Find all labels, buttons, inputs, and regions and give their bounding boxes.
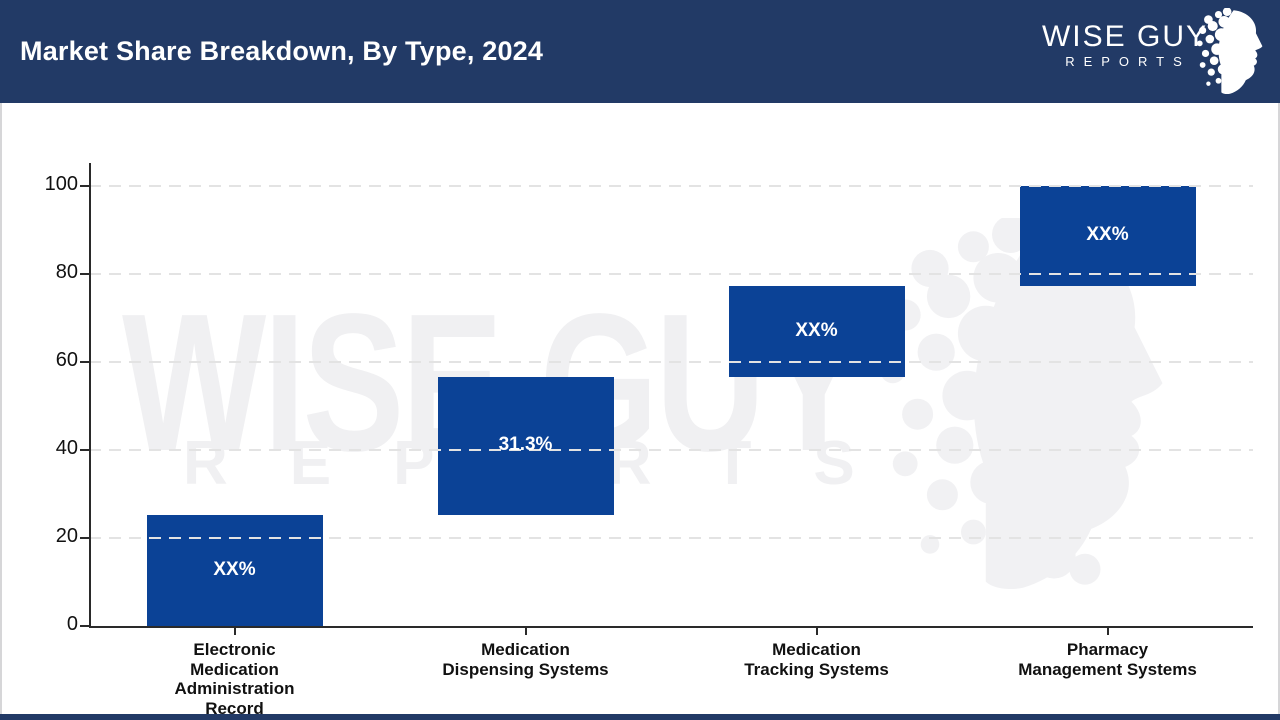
x-category-label-line: Administration <box>174 679 295 698</box>
logo-text: WISE GUY REPORTS <box>1041 20 1208 70</box>
y-tick-mark-20 <box>80 537 89 539</box>
x-axis-line <box>89 626 1253 628</box>
x-tick-mark <box>524 628 527 635</box>
y-tick-label-100: 100 <box>44 173 78 195</box>
x-category-label-line: Dispensing Systems <box>442 659 609 679</box>
logo-reports-text: REPORTS <box>1065 54 1191 69</box>
x-category-label-line: Electronic <box>193 640 276 659</box>
y-tick-label-60: 60 <box>55 349 78 371</box>
x-category-label-line: Record <box>205 698 264 718</box>
x-category-label-line: Medication <box>772 640 861 659</box>
x-tick-mark <box>815 628 818 635</box>
y-tick-mark-60 <box>80 361 89 363</box>
y-tick-label-80: 80 <box>55 261 78 283</box>
bar-segment <box>146 515 323 626</box>
header: Market Share Breakdown, By Type, 2024 WI… <box>0 0 1280 103</box>
logo-face-icon <box>1196 8 1263 95</box>
y-axis-line <box>89 163 91 628</box>
y-tick-label-40: 40 <box>55 437 78 459</box>
bar-value-label: XX% <box>1086 223 1129 245</box>
wise-guy-logo: WISE GUY REPORTS <box>1042 8 1266 96</box>
bar-value-label: 31.3% <box>498 434 553 456</box>
x-category-label-line: Pharmacy <box>1066 640 1149 659</box>
x-category-label-line: Tracking Systems <box>744 659 889 679</box>
bar-segment <box>437 377 614 516</box>
gridline-40 <box>89 449 1253 451</box>
bar-value-label: XX% <box>213 558 256 580</box>
page-title: Market Share Breakdown, By Type, 2024 <box>20 36 544 66</box>
x-category-label: Medication Dispensing Systems <box>396 640 656 679</box>
gridline-80 <box>89 273 1253 275</box>
x-category-label-line: Medication <box>190 659 279 679</box>
gridline-100 <box>89 185 1253 187</box>
bar-segment <box>1019 186 1196 286</box>
y-tick-mark-80 <box>80 273 89 275</box>
gridline-20 <box>89 537 1253 539</box>
y-tick-mark-40 <box>80 449 89 451</box>
x-tick-mark <box>1106 628 1109 635</box>
x-category-label-line: Medication <box>481 640 570 659</box>
x-tick-mark <box>233 628 236 635</box>
y-tick-label-0: 0 <box>66 613 78 635</box>
bar-value-label: XX% <box>795 319 838 341</box>
y-tick-mark-0 <box>80 625 89 627</box>
x-category-label: Pharmacy Management Systems <box>978 640 1238 679</box>
logo-wiseguy-text: WISE GUY <box>1041 20 1208 53</box>
y-tick-mark-100 <box>80 185 89 187</box>
x-category-label-line: Management Systems <box>1018 659 1197 679</box>
gridline-60 <box>89 361 1253 363</box>
watermark-face-icon <box>880 218 1163 590</box>
x-category-label: Medication Tracking Systems <box>687 640 947 679</box>
footer-strip <box>0 714 1280 720</box>
y-tick-label-20: 20 <box>55 525 78 547</box>
x-category-label: Electronic Medication Administration Record <box>105 640 365 718</box>
